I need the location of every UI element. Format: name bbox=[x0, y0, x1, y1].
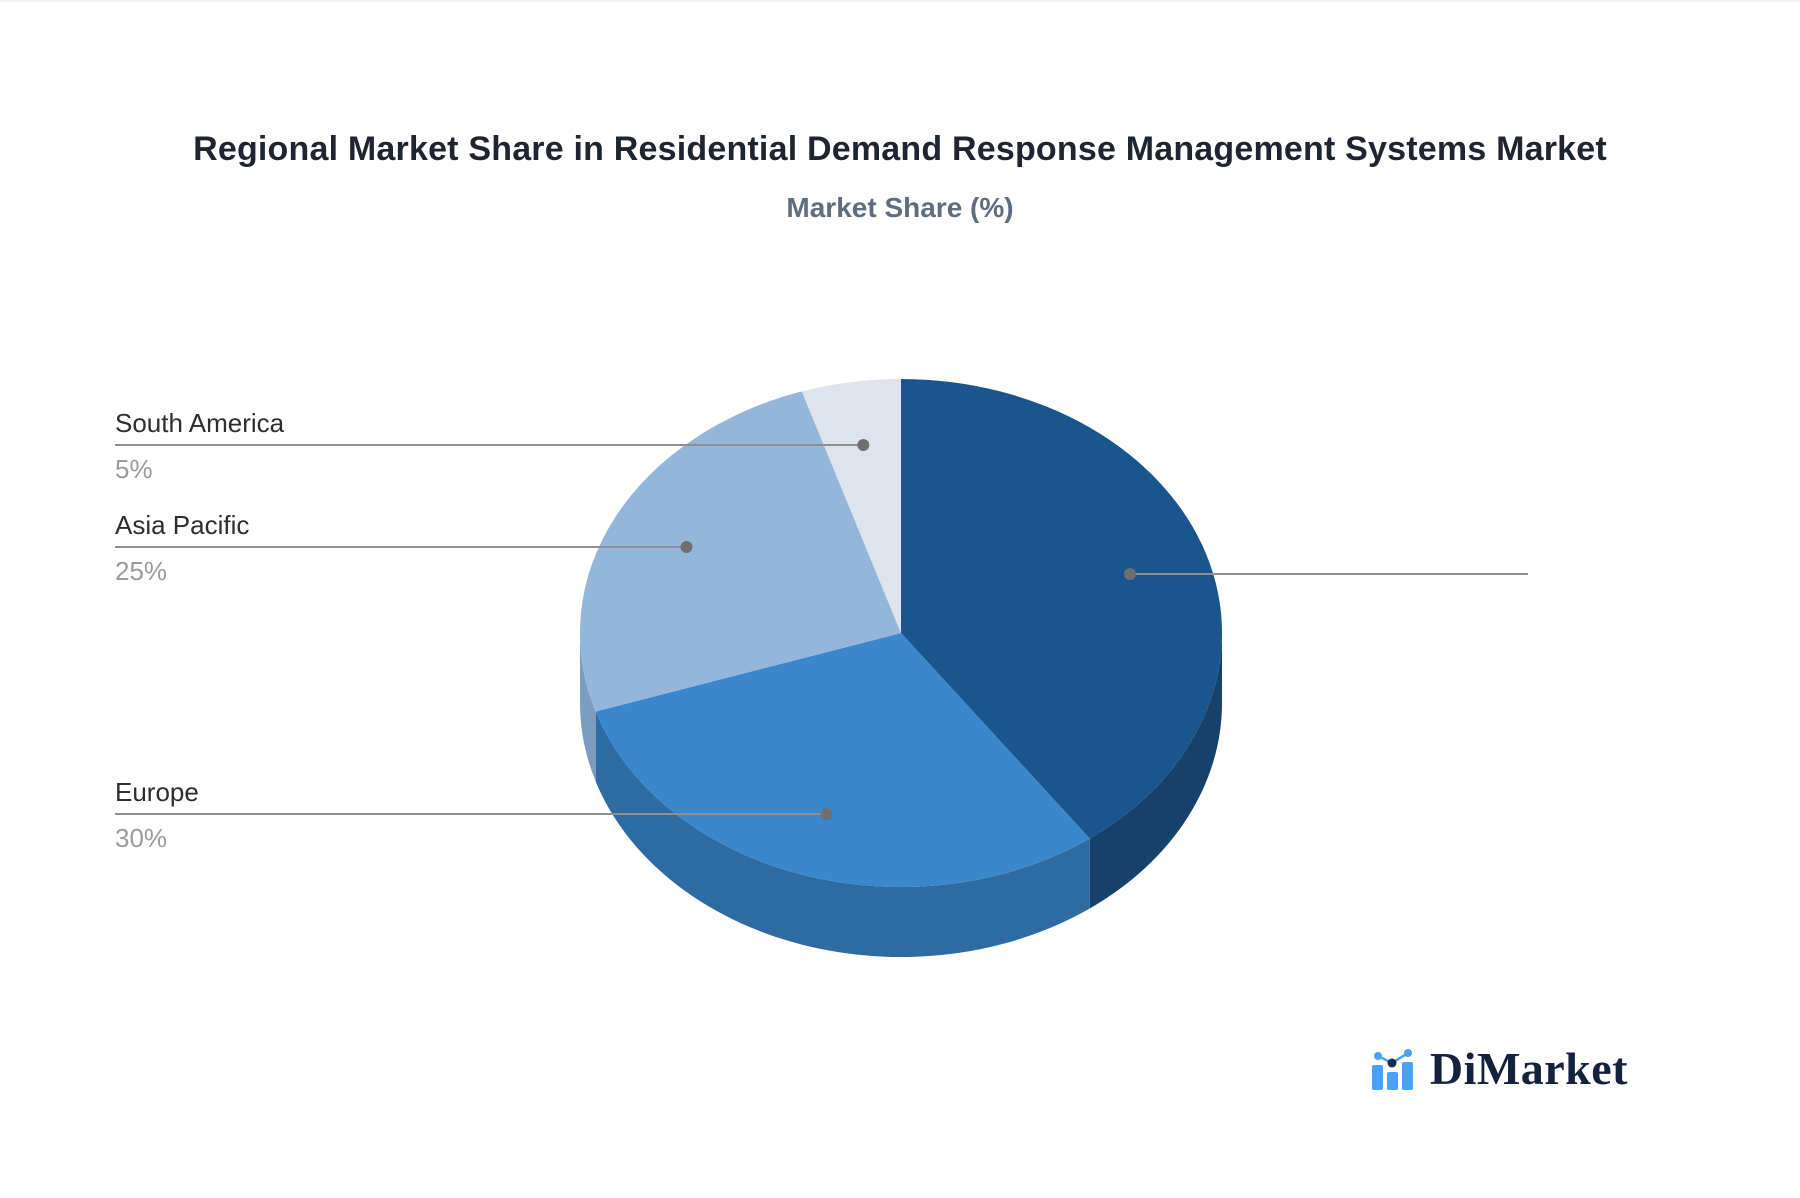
pie-slice-europe-side bbox=[595, 711, 1090, 958]
pie-slice-south-america[interactable] bbox=[801, 379, 901, 633]
pie-slice-asia-pacific[interactable] bbox=[579, 391, 901, 712]
brand-name: DiMarket bbox=[1429, 1042, 1628, 1094]
leader-dot-north-america bbox=[1124, 568, 1136, 580]
logo-bar-3 bbox=[1401, 1062, 1413, 1090]
pie-slice-europe[interactable] bbox=[595, 633, 1090, 888]
bar-line-chart-icon bbox=[1371, 1049, 1413, 1090]
pie-slice-asia-pacific-side bbox=[580, 633, 596, 782]
chart-subtitle: Market Share (%) bbox=[786, 192, 1014, 223]
logo-bar-1 bbox=[1371, 1065, 1383, 1090]
logo-dot-left bbox=[1373, 1052, 1382, 1060]
logo-dot-middle bbox=[1387, 1058, 1397, 1068]
pie-slice-north-america-side bbox=[1089, 633, 1223, 909]
leader-dot-south-america bbox=[857, 439, 870, 451]
pie-slice-north-america[interactable] bbox=[901, 378, 1223, 839]
logo-bar-2 bbox=[1386, 1072, 1398, 1090]
leader-dot-asia-pacific bbox=[680, 541, 693, 553]
leader-dot-europe bbox=[820, 808, 833, 820]
logo-dot-right bbox=[1403, 1049, 1412, 1057]
brand-logo: DiMarket bbox=[1368, 1040, 1628, 1096]
chart-title: Regional Market Share in Residential Dem… bbox=[193, 130, 1607, 168]
